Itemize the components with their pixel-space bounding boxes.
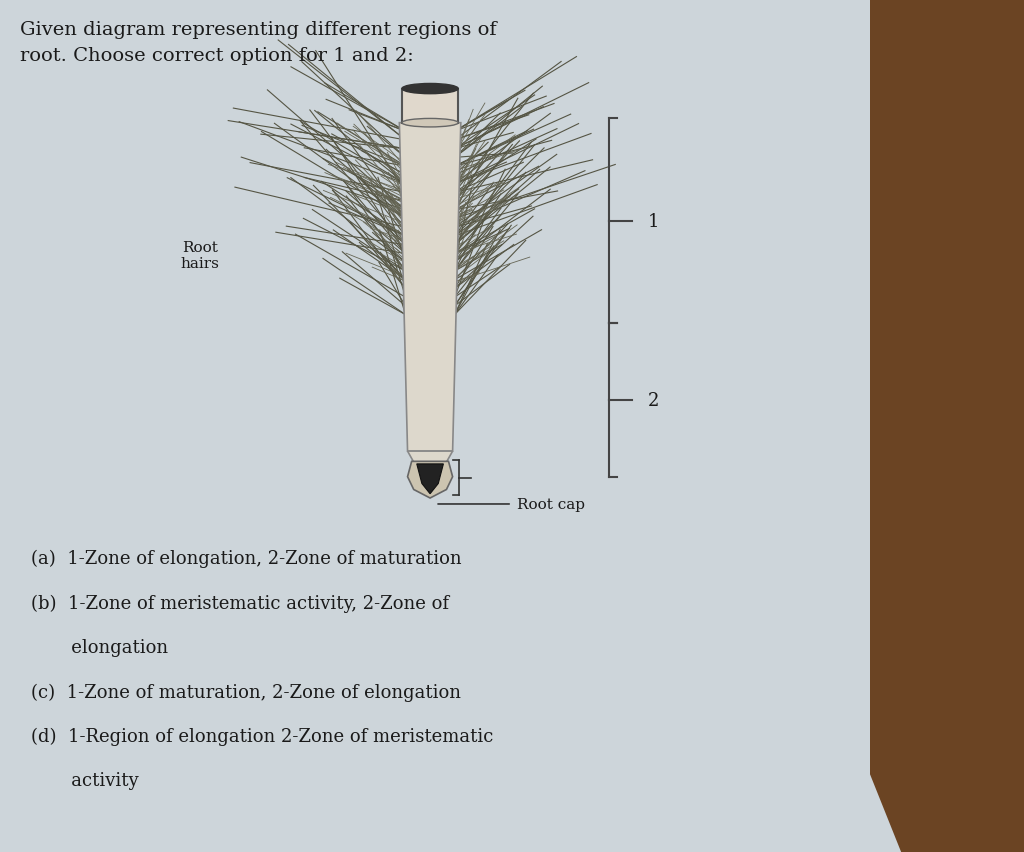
Text: 2: 2	[648, 391, 659, 410]
Text: root. Choose correct option for 1 and 2:: root. Choose correct option for 1 and 2:	[20, 47, 415, 65]
Polygon shape	[408, 452, 453, 464]
Text: 1: 1	[648, 212, 659, 231]
Text: Root cap: Root cap	[517, 498, 585, 511]
Text: (b)  1-Zone of meristematic activity, 2-Zone of: (b) 1-Zone of meristematic activity, 2-Z…	[31, 594, 449, 612]
Polygon shape	[399, 124, 461, 452]
Text: elongation: elongation	[31, 638, 168, 656]
Ellipse shape	[401, 84, 459, 95]
Bar	[0, 0, 870, 852]
Ellipse shape	[401, 119, 459, 128]
Text: Given diagram representing different regions of: Given diagram representing different reg…	[20, 21, 497, 39]
Polygon shape	[408, 462, 453, 498]
Text: (a)  1-Zone of elongation, 2-Zone of maturation: (a) 1-Zone of elongation, 2-Zone of matu…	[31, 550, 462, 567]
Text: Root
hairs: Root hairs	[180, 240, 219, 271]
Polygon shape	[417, 464, 443, 494]
Text: activity: activity	[31, 771, 138, 789]
Text: (d)  1-Region of elongation 2-Zone of meristematic: (d) 1-Region of elongation 2-Zone of mer…	[31, 727, 494, 745]
Bar	[401, 89, 458, 124]
Text: (c)  1-Zone of maturation, 2-Zone of elongation: (c) 1-Zone of maturation, 2-Zone of elon…	[31, 682, 461, 700]
Polygon shape	[799, 0, 1024, 852]
